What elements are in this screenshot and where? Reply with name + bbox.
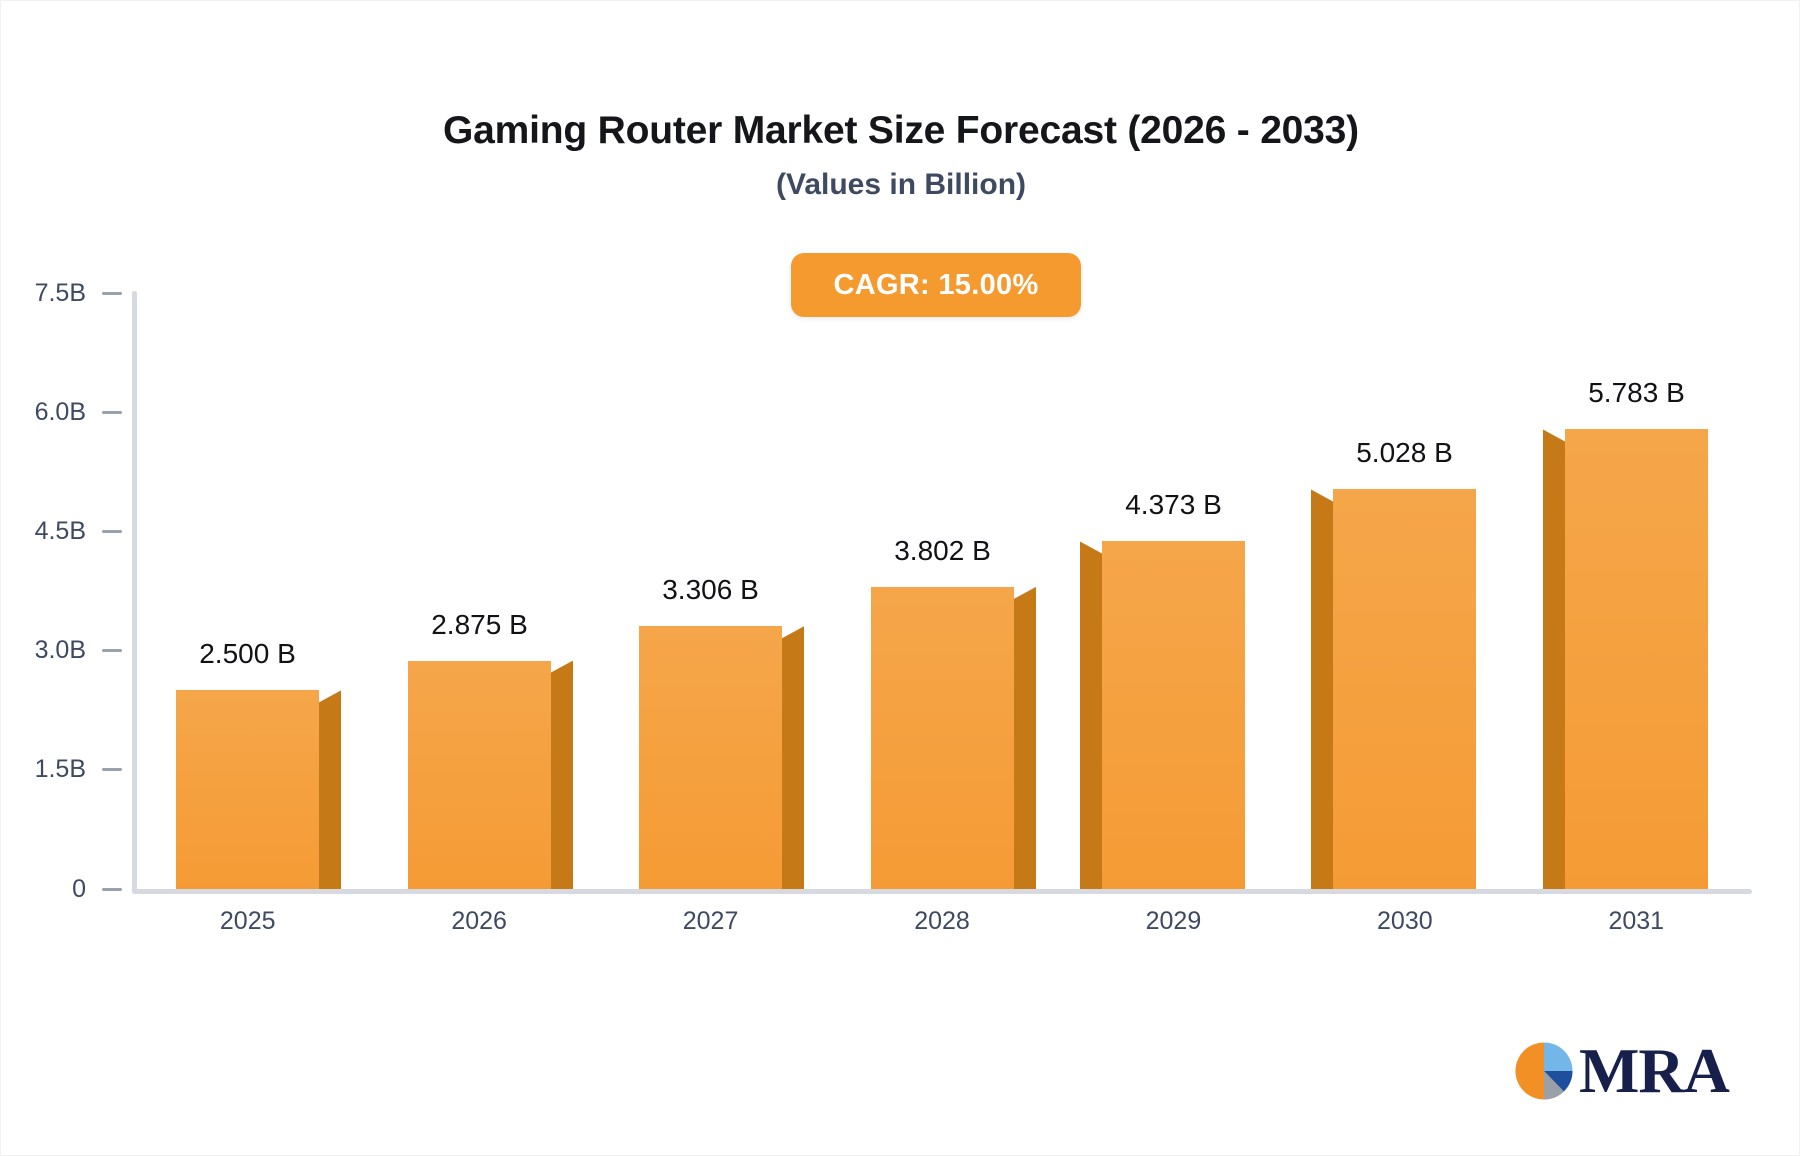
x-axis-tick-label: 2029 — [1145, 907, 1202, 935]
bar-value-label: 5.783 B — [1588, 377, 1685, 409]
bar-side-face — [1543, 429, 1565, 889]
x-axis-tick-label: 2030 — [1377, 907, 1433, 935]
bar-side-face — [782, 626, 804, 889]
bar: 2.500 B — [176, 638, 341, 889]
x-axis-tick-label: 2028 — [914, 907, 970, 935]
bar: 4.373 B — [1080, 489, 1245, 889]
y-axis-tick-label: 3.0B — [34, 636, 86, 665]
bar-front-face — [408, 660, 551, 889]
bar-value-label: 4.373 B — [1125, 489, 1222, 521]
y-axis-tick-label: 0 — [72, 874, 86, 903]
x-axis-tick-label: 2025 — [219, 907, 276, 935]
bar-front-face — [871, 586, 1014, 889]
brand-logo: MRA — [1513, 1035, 1730, 1106]
bar-side-face — [1014, 586, 1036, 889]
bar-front-face — [1565, 429, 1708, 889]
y-axis-tick-label: 6.0B — [34, 397, 86, 426]
x-axis-tick-label: 2031 — [1608, 907, 1665, 935]
bar-front-face — [1102, 541, 1245, 889]
y-axis-tick-mark — [102, 291, 122, 295]
x-axis-tick-label: 2026 — [451, 907, 507, 935]
cagr-badge-label: CAGR: 15.00% — [833, 268, 1039, 301]
bar-side-face — [1080, 541, 1102, 889]
chart-subtitle: (Values in Billion) — [775, 167, 1027, 201]
y-axis-tick-mark — [102, 768, 122, 772]
bar-value-label: 2.875 B — [431, 608, 528, 640]
bar: 5.783 B — [1543, 377, 1708, 889]
bar: 5.028 B — [1311, 437, 1476, 889]
bar-value-label: 3.306 B — [662, 574, 759, 606]
bar-value-label: 3.802 B — [894, 534, 991, 566]
bar-side-face — [1311, 489, 1333, 889]
bar-value-label: 5.028 B — [1356, 437, 1453, 469]
y-axis-tick-mark — [102, 887, 122, 891]
bar-side-face — [551, 660, 573, 889]
bar-value-label: 2.500 B — [199, 638, 296, 670]
y-axis-line — [132, 291, 137, 893]
page-title: Gaming Router Market Size Forecast (2026… — [443, 109, 1359, 152]
y-axis-tick-label: 1.5B — [34, 755, 86, 784]
y-axis-tick-mark — [102, 529, 122, 533]
bar: 2.875 B — [408, 609, 573, 889]
title-block: Gaming Router Market Size Forecast (2026… — [1, 109, 1800, 202]
bar-front-face — [176, 690, 319, 889]
bar-front-face — [1333, 489, 1476, 889]
logo-wordmark: MRA — [1579, 1035, 1730, 1106]
cagr-badge: CAGR: 15.00% — [791, 253, 1081, 317]
y-axis-tick-mark — [102, 410, 122, 414]
y-axis-tick-label: 4.5B — [34, 516, 86, 545]
pie-chart-icon — [1513, 1040, 1575, 1102]
y-axis-tick-mark — [102, 649, 122, 653]
x-axis-tick-label: 2027 — [682, 907, 739, 935]
bar: 3.306 B — [639, 574, 804, 889]
bar: 3.802 B — [871, 535, 1036, 889]
y-axis-tick-label: 7.5B — [34, 278, 86, 307]
x-axis-line — [132, 889, 1752, 894]
bar-front-face — [639, 626, 782, 889]
bar-side-face — [319, 690, 341, 889]
